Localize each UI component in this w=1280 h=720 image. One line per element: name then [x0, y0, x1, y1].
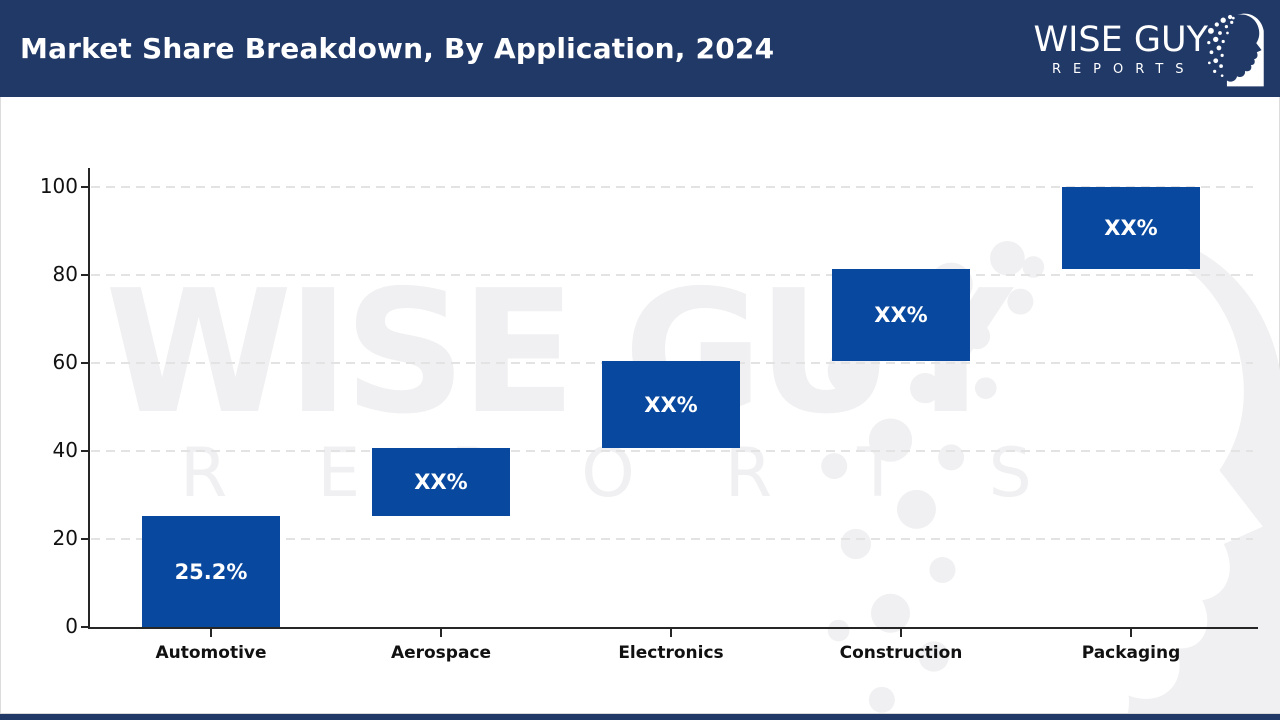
y-tick-label: 100	[39, 174, 78, 198]
gridline	[91, 450, 1253, 452]
category-label-aerospace: Aerospace	[390, 643, 492, 663]
page-title: Market Share Breakdown, By Application, …	[20, 32, 775, 65]
brand-logo-text: WISE GUY REPORTS	[1033, 21, 1208, 77]
bar-value-label: XX%	[644, 392, 698, 417]
gridline	[91, 274, 1253, 276]
category-label-electronics: Electronics	[618, 643, 724, 663]
footer-divider	[0, 713, 1280, 714]
header-band: Market Share Breakdown, By Application, …	[0, 0, 1280, 97]
y-tick-mark	[81, 538, 89, 540]
bar-aerospace: XX%	[372, 448, 510, 517]
y-tick-mark	[81, 362, 89, 364]
x-tick-mark	[900, 629, 902, 637]
y-axis	[88, 168, 90, 629]
chart-area: WISE GUY REPORTS 0 20 40 60 80 100 25.2% XX% XX%…	[0, 97, 1280, 720]
x-tick-mark	[440, 629, 442, 637]
bar-construction: XX%	[832, 269, 970, 361]
y-tick-mark	[81, 626, 89, 628]
bar-value-label: XX%	[414, 470, 468, 495]
bar-electronics: XX%	[602, 360, 740, 449]
y-tick-label: 40	[52, 438, 78, 462]
brand-wordmark: WISE GUY	[1033, 20, 1208, 60]
x-tick-mark	[210, 629, 212, 637]
bar-value-label: 25.2%	[174, 559, 248, 584]
bar-automotive: 25.2%	[142, 516, 280, 627]
category-label-construction: Construction	[839, 643, 963, 663]
y-tick-label: 60	[52, 350, 78, 374]
bar-value-label: XX%	[1104, 216, 1158, 241]
gridline	[91, 538, 1253, 540]
x-tick-mark	[670, 629, 672, 637]
brand-subtext: REPORTS	[1051, 62, 1196, 77]
brand-face-icon	[1207, 13, 1264, 87]
x-axis	[88, 627, 1258, 629]
y-tick-label: 0	[65, 614, 78, 638]
gridline	[91, 186, 1253, 188]
brand-logo: WISE GUY REPORTS	[1033, 9, 1268, 89]
y-tick-mark	[81, 186, 89, 188]
y-tick-mark	[81, 274, 89, 276]
y-tick-label: 20	[52, 526, 78, 550]
y-tick-label: 80	[52, 262, 78, 286]
bar-value-label: XX%	[874, 303, 928, 328]
y-tick-mark	[81, 450, 89, 452]
category-label-packaging: Packaging	[1081, 643, 1181, 663]
footer-band	[0, 714, 1280, 720]
category-label-automotive: Automotive	[155, 643, 267, 663]
x-tick-mark	[1130, 629, 1132, 637]
bar-packaging: XX%	[1062, 187, 1200, 270]
